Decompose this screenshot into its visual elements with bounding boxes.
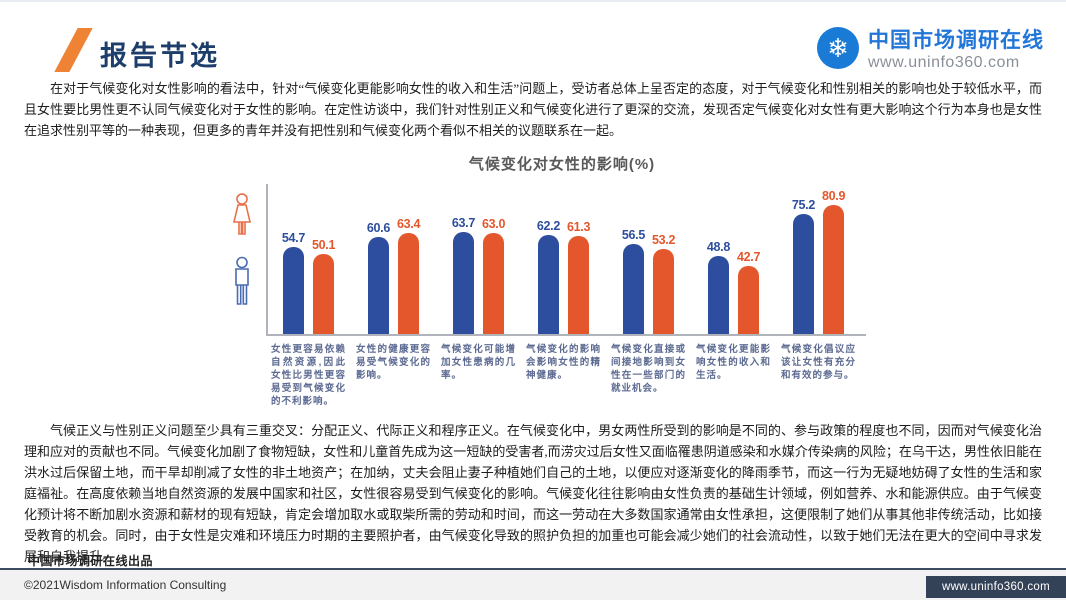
bar-pair: 56.5 53.2	[606, 184, 691, 334]
bar-column: 50.1	[312, 238, 335, 334]
bar-value-label: 42.7	[737, 249, 761, 264]
bar-value-label: 54.7	[281, 230, 305, 245]
chart-group: 75.2 80.9 气候变化倡议应该让女性有充分和有效的参与。	[776, 184, 861, 408]
chart-group: 63.7 63.0 气候变化可能增加女性患病的几率。	[436, 184, 521, 408]
bar-groups: 54.7 50.1 女性更容易依赖自然资源,因此女性比男性更容易受到气候变化的不利影…	[266, 184, 866, 408]
bar-male-blue	[792, 213, 814, 334]
bar-pair: 48.8 42.7	[691, 184, 776, 334]
bar-male-blue	[622, 243, 644, 334]
category-label: 女性更容易依赖自然资源,因此女性比男性更容易受到气候变化的不利影响。	[271, 344, 346, 407]
bar-pair: 75.2 80.9	[776, 184, 861, 334]
x-axis-line	[266, 334, 866, 336]
slash-icon	[54, 28, 93, 72]
bar-column: 42.7	[737, 250, 760, 334]
chart-group: 62.2 61.3 气候变化的影响会影响女性的精神健康。	[521, 184, 606, 408]
bar-column: 75.2	[792, 198, 815, 334]
bar-value-label: 63.0	[482, 217, 506, 232]
logo-url-text: www.uninfo360.com	[868, 54, 1020, 71]
brand-logo[interactable]: ❄ 中国市场调研在线 www.uninfo360.com	[817, 24, 1044, 72]
bar-female-orange	[483, 233, 505, 334]
bar-pair: 63.7 63.0	[436, 184, 521, 334]
bar-male-blue	[707, 255, 729, 334]
bar-column: 62.2	[536, 218, 560, 334]
y-axis-line	[266, 184, 268, 335]
bar-value-label: 61.3	[567, 219, 591, 234]
snowflake-compass-icon: ❄	[817, 27, 859, 69]
header: 报告节选 ❄ 中国市场调研在线 www.uninfo360.com	[0, 2, 1066, 76]
bar-male-blue	[367, 237, 389, 334]
copyright-label: ©2021Wisdom Information Consulting	[24, 578, 227, 592]
footer-divider	[0, 568, 1066, 570]
chart-legend	[218, 184, 266, 408]
chart-title: 气候变化对女性的影响(%)	[468, 156, 656, 173]
produced-by-label: 中国市场调研在线出品	[28, 554, 154, 568]
chart-group: 54.7 50.1 女性更容易依赖自然资源,因此女性比男性更容易受到气候变化的不利影…	[266, 184, 351, 408]
chart-plot: 54.7 50.1 女性更容易依赖自然资源,因此女性比男性更容易受到气候变化的不利影…	[266, 184, 866, 408]
bar-pair: 62.2 61.3	[521, 184, 606, 334]
chart-group: 48.8 42.7 气候变化更能影响女性的收入和生活。	[691, 184, 776, 408]
bar-chart: 气候变化对女性的影响(%) 54.7 50.1 女性更容易依赖自然资源,因	[218, 145, 866, 408]
bar-column: 56.5	[622, 228, 645, 334]
chart-body: 54.7 50.1 女性更容易依赖自然资源,因此女性比男性更容易受到气候变化的不利影…	[218, 184, 866, 408]
bar-male-blue	[452, 232, 474, 334]
bar-column: 63.4	[397, 217, 420, 334]
bar-column: 53.2	[652, 233, 675, 334]
bar-female-orange	[313, 253, 335, 334]
category-label: 气候变化可能增加女性患病的几率。	[441, 344, 516, 381]
bar-male-blue	[282, 246, 304, 334]
bar-column: 48.8	[707, 240, 730, 334]
analysis-paragraph: 气候正义与性别正义问题至少具有三重交叉：分配正义、代际正义和程序正义。在气候变化…	[24, 423, 1042, 564]
bar-column: 61.3	[567, 220, 590, 334]
logo-brand-text: 中国市场调研在线	[868, 29, 1044, 52]
bar-female-orange	[653, 248, 675, 334]
bar-column: 54.7	[281, 230, 305, 334]
footer-site-badge[interactable]: www.uninfo360.com	[925, 576, 1066, 598]
bar-value-label: 62.2	[536, 218, 560, 233]
intro-paragraph: 在对于气候变化对女性影响的看法中，针对“气候变化更能影响女性的收入和生活”问题上…	[24, 81, 1042, 138]
bar-female-orange	[398, 232, 420, 334]
chart-group: 60.6 63.4 女性的健康更容易受气候变化的影响。	[351, 184, 436, 408]
male-person-icon	[235, 256, 249, 305]
category-label: 气候变化更能影响女性的收入和生活。	[696, 344, 771, 381]
bar-value-label: 60.6	[366, 221, 390, 235]
bar-female-orange	[738, 265, 760, 334]
bar-column: 80.9	[822, 189, 845, 334]
bar-value-label: 80.9	[822, 188, 846, 203]
category-label: 女性的健康更容易受气候变化的影响。	[356, 344, 431, 381]
chart-group: 56.5 53.2 气候变化直接或间接地影响到女性在一些部门的就业机会。	[606, 184, 691, 408]
bar-column: 63.7	[452, 216, 475, 334]
category-label: 气候变化倡议应该让女性有充分和有效的参与。	[781, 344, 856, 381]
bar-value-label: 56.5	[621, 227, 645, 242]
bar-column: 63.0	[482, 217, 505, 334]
bar-female-orange	[568, 235, 590, 334]
bar-value-label: 50.1	[312, 237, 336, 252]
bar-pair: 60.6 63.4	[351, 184, 436, 334]
category-label: 气候变化直接或间接地影响到女性在一些部门的就业机会。	[611, 344, 686, 394]
female-person-icon	[232, 193, 252, 235]
page-title: 报告节选	[100, 41, 220, 71]
bar-pair: 54.7 50.1	[266, 184, 351, 334]
bar-value-label: 48.8	[706, 239, 730, 254]
bar-value-label: 63.4	[397, 216, 421, 231]
bar-value-label: 53.2	[652, 232, 676, 247]
bar-female-orange	[823, 204, 845, 334]
bar-male-blue	[537, 234, 559, 334]
footer-strip	[0, 570, 1066, 600]
category-label: 气候变化的影响会影响女性的精神健康。	[526, 344, 601, 381]
bar-value-label: 75.2	[791, 197, 815, 212]
bar-column: 60.6	[367, 221, 390, 334]
bar-value-label: 63.7	[451, 216, 475, 231]
